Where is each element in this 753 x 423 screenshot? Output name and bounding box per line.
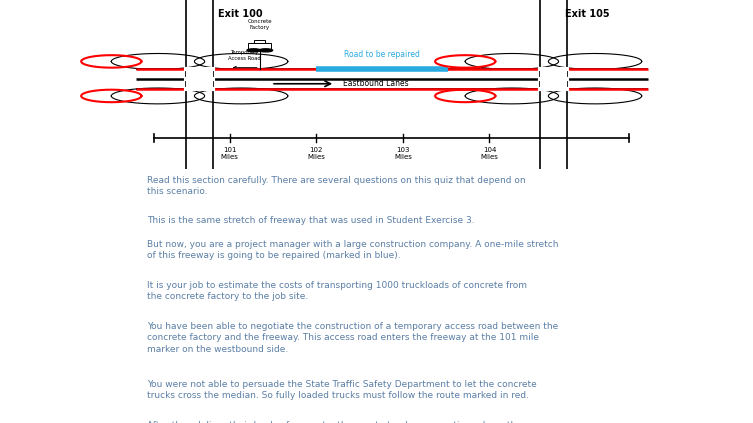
Bar xyxy=(248,43,271,49)
Text: But now, you are a project manager with a large construction company. A one-mile: But now, you are a project manager with … xyxy=(147,240,558,261)
Text: Concrete
Factory: Concrete Factory xyxy=(248,19,272,30)
Text: 101
Miles: 101 Miles xyxy=(221,147,239,160)
Text: You have been able to negotiate the construction of a temporary access road betw: You have been able to negotiate the cons… xyxy=(147,322,558,354)
Text: Exit 105: Exit 105 xyxy=(565,8,609,19)
Text: Temporary
Access Road: Temporary Access Road xyxy=(228,50,261,61)
Circle shape xyxy=(247,49,261,52)
Text: Eastbound Lanes: Eastbound Lanes xyxy=(343,79,408,88)
Bar xyxy=(540,67,567,91)
Bar xyxy=(186,67,213,91)
Circle shape xyxy=(259,49,273,52)
Text: 104
Miles: 104 Miles xyxy=(480,147,498,160)
Bar xyxy=(254,40,265,43)
Text: Read this section carefully. There are several questions on this quiz that depen: Read this section carefully. There are s… xyxy=(147,176,526,196)
Text: After they deliver their loads of concrete, the empty trucks can continue down t: After they deliver their loads of concre… xyxy=(147,421,560,423)
Text: Exit 100: Exit 100 xyxy=(218,8,263,19)
Text: 102
Miles: 102 Miles xyxy=(307,147,325,160)
Text: This is the same stretch of freeway that was used in Student Exercise 3.: This is the same stretch of freeway that… xyxy=(147,217,474,225)
Text: You were not able to persuade the State Traffic Safety Department to let the con: You were not able to persuade the State … xyxy=(147,380,537,400)
Text: 103
Miles: 103 Miles xyxy=(394,147,412,160)
Text: Road to be repaired: Road to be repaired xyxy=(344,50,420,59)
Text: It is your job to estimate the costs of transporting 1000 truckloads of concrete: It is your job to estimate the costs of … xyxy=(147,281,527,301)
